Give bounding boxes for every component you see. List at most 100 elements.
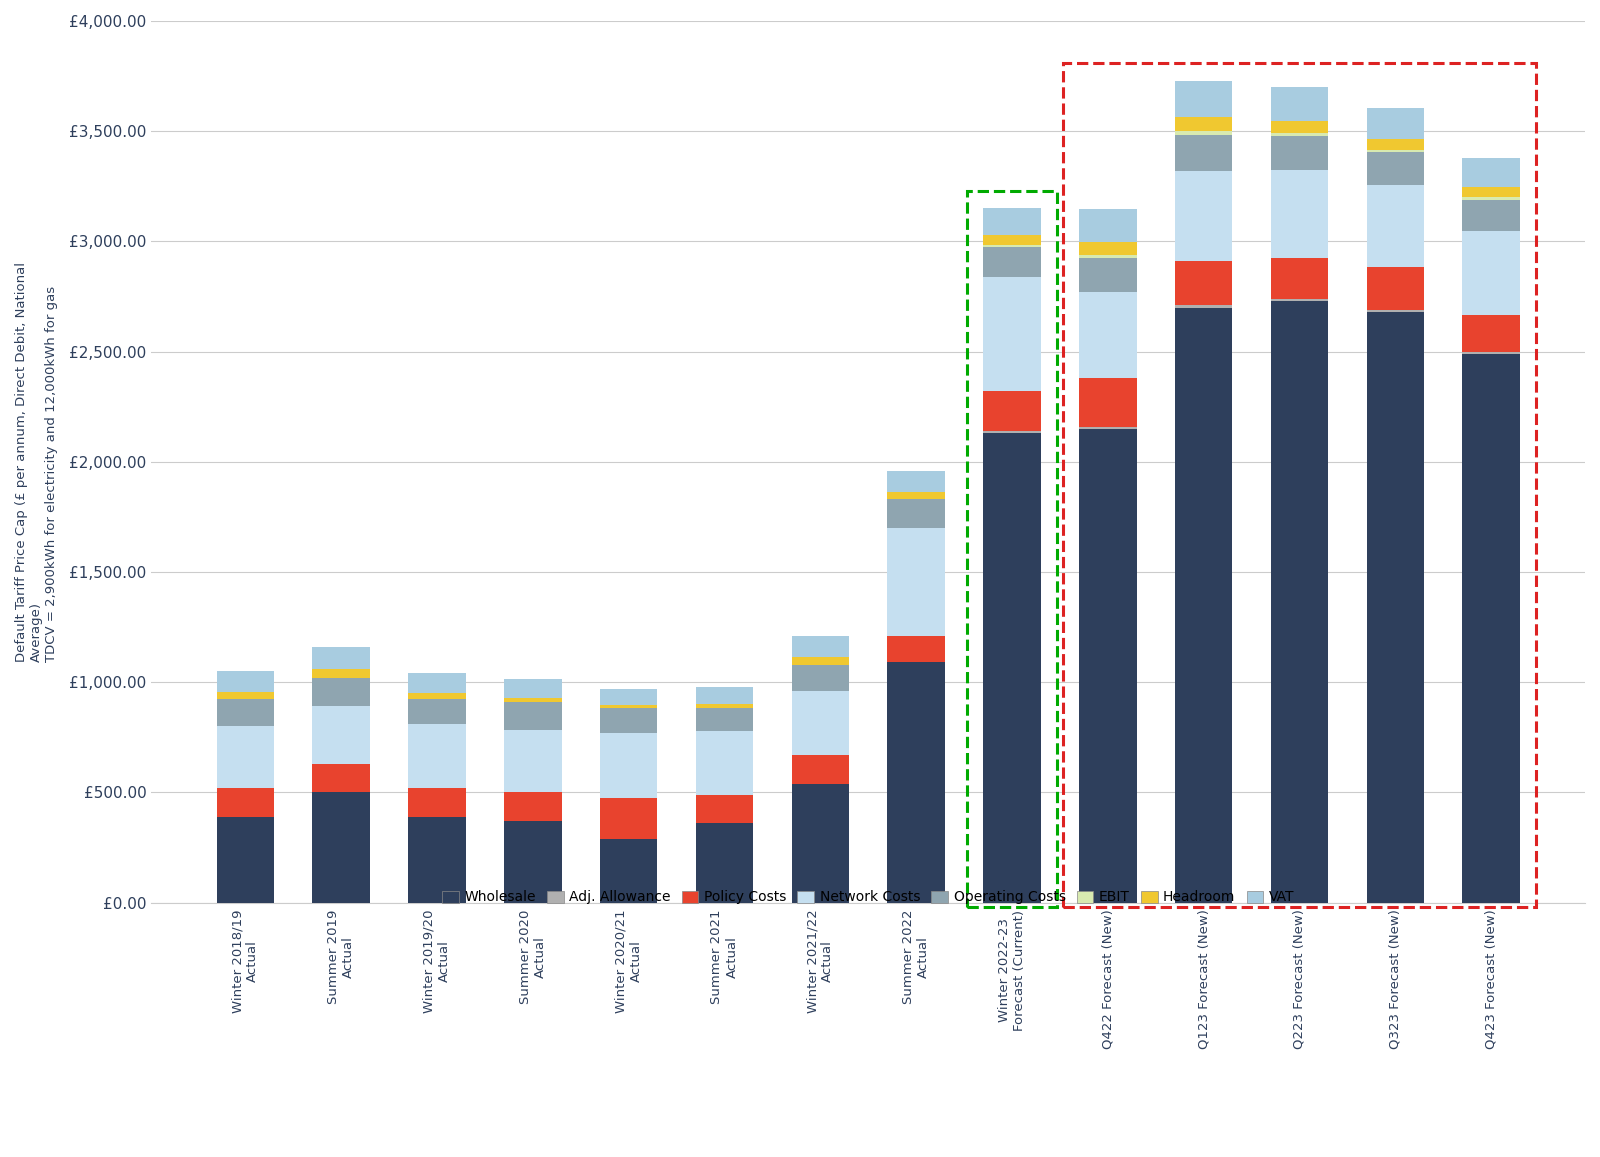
Bar	[982, 277, 1040, 391]
Bar	[1366, 139, 1424, 149]
Bar	[600, 706, 658, 708]
Bar	[1174, 134, 1232, 171]
Bar	[1270, 170, 1328, 258]
Bar	[504, 702, 562, 730]
Bar	[216, 692, 274, 699]
Bar	[696, 686, 754, 705]
Bar	[1270, 258, 1328, 299]
Bar	[216, 727, 274, 788]
Bar	[408, 693, 466, 699]
Bar	[888, 636, 946, 662]
Bar	[888, 492, 946, 500]
Legend: Wholesale, Adj. Allowance, Policy Costs, Network Costs, Operating Costs, EBIT, H: Wholesale, Adj. Allowance, Policy Costs,…	[442, 891, 1294, 905]
Bar	[1078, 209, 1136, 242]
Y-axis label: Default Tariff Price Cap (£ per annum, Direct Debit, National
Average)
TDCV = 2,: Default Tariff Price Cap (£ per annum, D…	[14, 261, 58, 662]
Bar	[696, 824, 754, 902]
Bar	[600, 688, 658, 706]
Bar	[1462, 198, 1520, 199]
Bar	[1062, 64, 1536, 907]
Bar	[600, 798, 658, 839]
Bar	[1366, 108, 1424, 139]
Bar	[1078, 429, 1136, 902]
Bar	[1270, 87, 1328, 120]
Bar	[982, 235, 1040, 245]
Bar	[696, 731, 754, 795]
Bar	[982, 245, 1040, 246]
Bar	[312, 793, 370, 902]
Bar	[1270, 299, 1328, 301]
Bar	[408, 699, 466, 724]
Bar	[792, 783, 850, 902]
Bar	[888, 528, 946, 636]
Bar	[1270, 120, 1328, 133]
Bar	[1366, 185, 1424, 267]
Bar	[792, 664, 850, 691]
Bar	[312, 669, 370, 678]
Bar	[408, 817, 466, 902]
Bar	[408, 673, 466, 693]
Bar	[1078, 242, 1136, 256]
Bar	[408, 788, 466, 817]
Bar	[792, 691, 850, 756]
Bar	[1270, 135, 1328, 170]
Bar	[600, 708, 658, 732]
Bar	[216, 671, 274, 692]
Bar	[982, 246, 1040, 277]
Bar	[888, 662, 946, 902]
Bar	[696, 708, 754, 731]
Bar	[504, 821, 562, 902]
Bar	[982, 391, 1040, 430]
Bar	[1174, 305, 1232, 308]
Bar	[312, 764, 370, 793]
Bar	[312, 707, 370, 764]
Bar	[696, 705, 754, 708]
Bar	[1078, 258, 1136, 292]
Bar	[1462, 157, 1520, 187]
Bar	[504, 679, 562, 698]
Bar	[1462, 315, 1520, 352]
Bar	[982, 430, 1040, 433]
Bar	[1366, 312, 1424, 902]
Bar	[982, 433, 1040, 902]
Bar	[312, 678, 370, 707]
Bar	[696, 795, 754, 824]
Bar	[312, 647, 370, 669]
Bar	[408, 724, 466, 788]
Bar	[1078, 427, 1136, 429]
Bar	[1174, 132, 1232, 134]
Bar	[216, 788, 274, 817]
Bar	[1078, 256, 1136, 258]
Bar	[216, 699, 274, 727]
Bar	[1462, 187, 1520, 198]
Bar	[792, 636, 850, 657]
Bar	[1462, 199, 1520, 231]
Bar	[216, 817, 274, 902]
Bar	[888, 471, 946, 492]
Bar	[504, 698, 562, 702]
Bar	[1270, 301, 1328, 902]
Bar	[1270, 133, 1328, 135]
Bar	[1462, 352, 1520, 354]
Bar	[966, 191, 1058, 907]
Bar	[1366, 152, 1424, 185]
Bar	[1462, 354, 1520, 902]
Bar	[792, 657, 850, 664]
Bar	[792, 756, 850, 783]
Bar	[1078, 378, 1136, 427]
Bar	[1366, 267, 1424, 310]
Bar	[600, 839, 658, 902]
Bar	[1366, 149, 1424, 152]
Bar	[982, 208, 1040, 235]
Bar	[504, 793, 562, 821]
Bar	[1174, 261, 1232, 305]
Bar	[600, 732, 658, 798]
Bar	[888, 500, 946, 528]
Bar	[1174, 171, 1232, 261]
Bar	[1078, 292, 1136, 378]
Bar	[1174, 81, 1232, 117]
Bar	[1174, 308, 1232, 902]
Bar	[1462, 231, 1520, 315]
Bar	[504, 730, 562, 793]
Bar	[1366, 310, 1424, 312]
Bar	[1174, 117, 1232, 132]
